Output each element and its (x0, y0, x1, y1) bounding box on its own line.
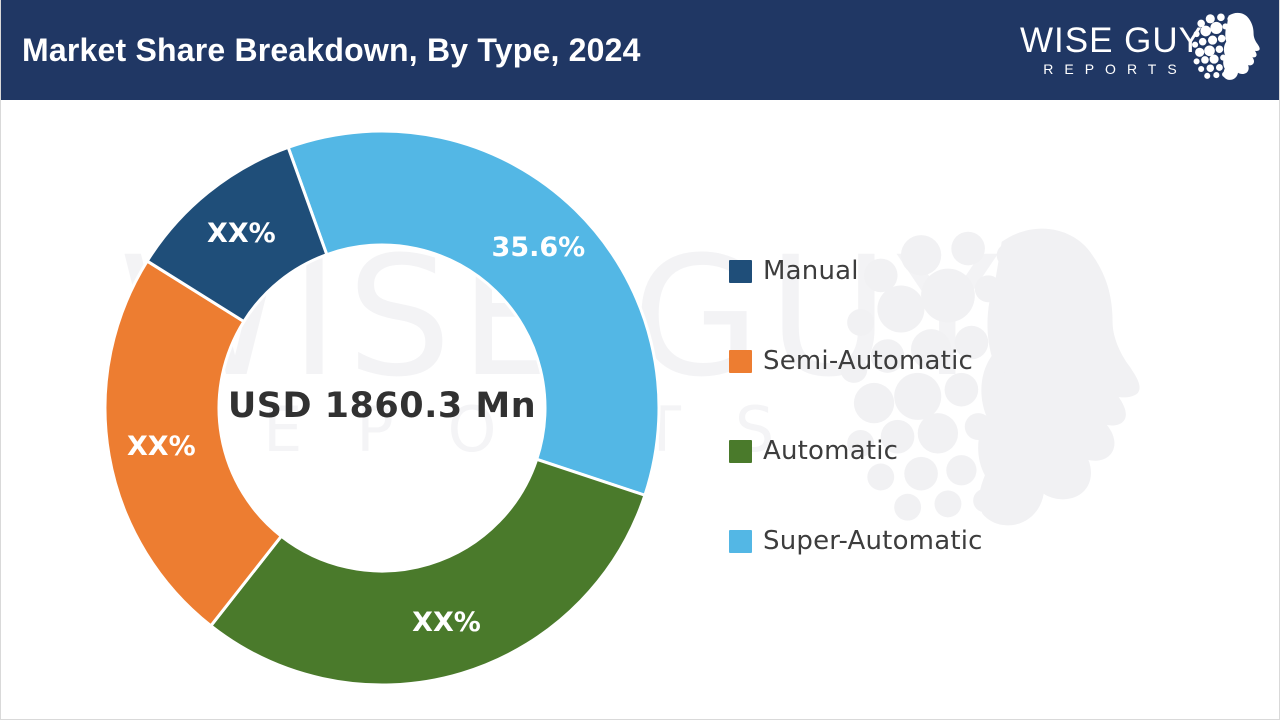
wiseguy-logo: WISE GUY REPORTS (1020, 0, 1265, 100)
legend-label-semi-automatic: Semi-Automatic (763, 346, 974, 376)
segment-label-manual: XX% (207, 218, 276, 249)
legend: Manual Semi-Automatic Automatic Super-Autom… (729, 256, 983, 617)
legend-item-manual: Manual (729, 256, 983, 286)
segment-label-semi-automatic: XX% (127, 431, 196, 462)
header-bar: Market Share Breakdown, By Type, 2024 WI… (1, 0, 1279, 100)
donut-segment-automatic (209, 457, 647, 687)
watermark-text-line2: REPORTS (166, 393, 829, 466)
legend-item-automatic: Automatic (729, 436, 983, 466)
segment-label-automatic: XX% (412, 607, 481, 638)
legend-item-super-automatic: Super-Automatic (729, 526, 983, 556)
legend-label-manual: Manual (763, 256, 859, 286)
page-title: Market Share Breakdown, By Type, 2024 (22, 31, 641, 68)
donut-segment-manual (145, 145, 329, 324)
donut-segment-super-automatic (286, 129, 661, 497)
legend-swatch-super-automatic (729, 529, 752, 553)
legend-label-super-automatic: Super-Automatic (763, 526, 983, 556)
donut-segment-semi-automatic (103, 259, 283, 628)
legend-swatch-automatic (729, 439, 752, 463)
legend-swatch-manual (729, 259, 752, 283)
legend-swatch-semi-automatic (729, 349, 752, 373)
wiseguy-logo-line1: WISE GUY (1019, 20, 1203, 60)
wiseguy-logo-line2: REPORTS (1043, 61, 1188, 78)
segment-label-super-automatic: 35.6% (492, 232, 586, 263)
legend-item-semi-automatic: Semi-Automatic (729, 346, 983, 376)
legend-label-automatic: Automatic (763, 436, 899, 466)
donut-center-value: USD 1860.3 Mn (227, 386, 537, 426)
wiseguy-logo-text: WISE GUY REPORTS (1019, 20, 1203, 78)
